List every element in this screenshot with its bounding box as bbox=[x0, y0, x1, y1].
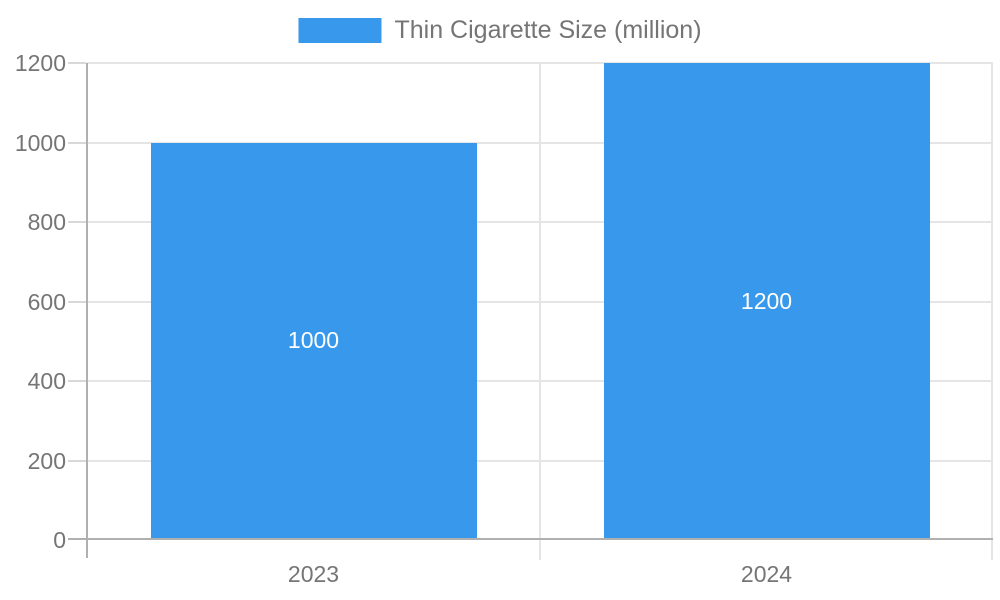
category-divider-line bbox=[539, 63, 541, 560]
y-axis-tick-mark bbox=[68, 459, 86, 462]
y-axis-tick-mark bbox=[68, 300, 86, 303]
y-axis-tick-label: 1000 bbox=[14, 129, 66, 156]
y-axis-tick-mark bbox=[68, 141, 86, 144]
y-axis-tick-label: 0 bbox=[53, 527, 66, 553]
x-axis-tick-label: 2023 bbox=[287, 561, 340, 587]
bar-2023[interactable]: 1000 bbox=[150, 142, 477, 540]
y-axis-tick-label: 1200 bbox=[14, 50, 66, 76]
y-axis-tick-mark bbox=[68, 62, 86, 64]
plot-right-border bbox=[991, 63, 993, 560]
y-axis-tick-label: 200 bbox=[27, 447, 66, 474]
bar-2024[interactable]: 1200 bbox=[603, 63, 930, 540]
y-axis-tick-labels: 0 200 400 600 800 1000 1200 bbox=[0, 0, 66, 600]
y-axis-tick-mark bbox=[68, 221, 86, 223]
y-axis-tick-label: 800 bbox=[27, 209, 66, 235]
x-axis-tick-label: 2024 bbox=[740, 561, 793, 587]
y-axis-tick-label: 400 bbox=[27, 368, 66, 394]
y-axis-line bbox=[86, 63, 88, 558]
plot-area: 1000 1200 bbox=[68, 62, 993, 560]
chart-legend[interactable]: Thin Cigarette Size (million) bbox=[298, 15, 702, 45]
bar-value-label: 1000 bbox=[287, 327, 340, 354]
bar-value-label: 1200 bbox=[740, 287, 793, 314]
legend-label: Thin Cigarette Size (million) bbox=[394, 16, 702, 44]
legend-swatch bbox=[298, 17, 382, 43]
x-axis-line bbox=[68, 538, 993, 540]
y-axis-tick-mark bbox=[68, 380, 86, 382]
y-axis-tick-label: 600 bbox=[27, 288, 66, 315]
